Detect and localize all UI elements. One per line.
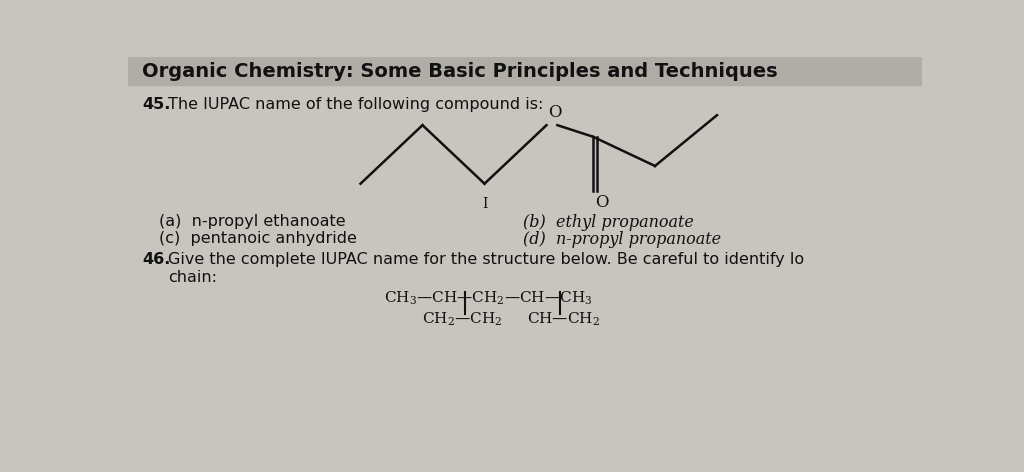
Text: Give the complete IUPAC name for the structure below. Be careful to identify lo: Give the complete IUPAC name for the str… [168,252,805,267]
Text: 46.: 46. [142,252,170,267]
Text: (c)  pentanoic anhydride: (c) pentanoic anhydride [159,231,357,246]
Text: CH—$\mathregular{CH_2}$: CH—$\mathregular{CH_2}$ [527,311,600,328]
Text: Organic Chemistry: Some Basic Principles and Techniques: Organic Chemistry: Some Basic Principles… [142,62,777,81]
FancyBboxPatch shape [128,57,922,85]
Text: O: O [595,194,609,211]
Text: chain:: chain: [168,270,217,285]
Text: I: I [482,197,487,211]
Text: (b)  ethyl propanoate: (b) ethyl propanoate [523,214,694,231]
Text: O: O [548,104,561,121]
Text: $\mathregular{CH_3}$—CH—$\mathregular{CH_2}$—CH—$\mathregular{CH_3}$: $\mathregular{CH_3}$—CH—$\mathregular{CH… [384,289,592,307]
Text: 45.: 45. [142,97,170,112]
Text: The IUPAC name of the following compound is:: The IUPAC name of the following compound… [168,97,544,112]
Text: (a)  n-propyl ethanoate: (a) n-propyl ethanoate [159,214,346,229]
Text: (d)  n-propyl propanoate: (d) n-propyl propanoate [523,231,721,248]
Text: $\mathregular{CH_2}$—$\mathregular{CH_2}$: $\mathregular{CH_2}$—$\mathregular{CH_2}… [423,311,503,328]
